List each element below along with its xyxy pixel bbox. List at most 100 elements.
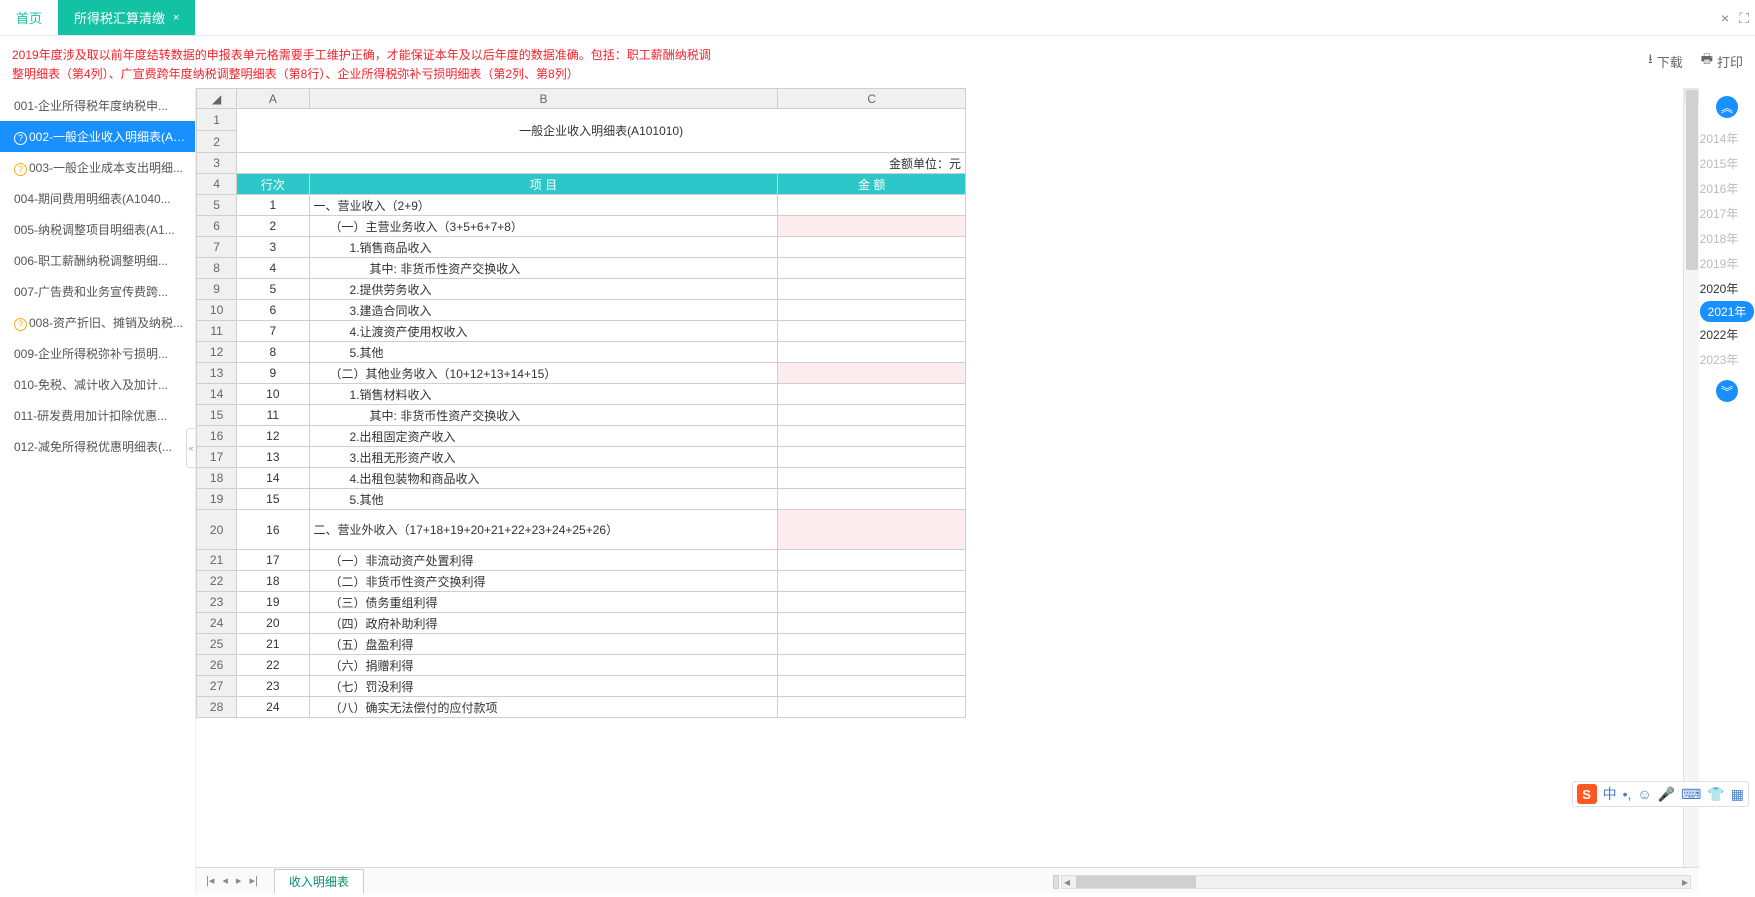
sheet-tab[interactable]: 收入明细表 — [274, 869, 364, 893]
cell-rownum[interactable]: 5 — [237, 279, 309, 300]
cell-rownum[interactable]: 21 — [237, 634, 309, 655]
year-item[interactable]: 2021年 — [1700, 301, 1755, 322]
cell-item[interactable]: （二）其他业务收入（10+12+13+14+15） — [309, 363, 778, 384]
col-head-A[interactable]: A — [237, 89, 309, 109]
cell-item[interactable]: 4.出租包装物和商品收入 — [309, 468, 778, 489]
cell-amount[interactable] — [778, 550, 966, 571]
row-head[interactable]: 26 — [197, 655, 237, 676]
cell-rownum[interactable]: 2 — [237, 216, 309, 237]
row-head[interactable]: 9 — [197, 279, 237, 300]
cell-amount[interactable] — [778, 592, 966, 613]
ime-icon-skin[interactable]: 👕 — [1707, 786, 1724, 803]
row-head[interactable]: 28 — [197, 697, 237, 718]
year-item[interactable]: 2018年 — [1700, 226, 1755, 251]
cell-amount[interactable] — [778, 279, 966, 300]
year-scroll-up-icon[interactable]: ︽ — [1716, 96, 1738, 118]
vertical-scrollbar[interactable]: ⤢ — [1683, 88, 1699, 867]
cell-amount[interactable] — [778, 342, 966, 363]
cell-item[interactable]: 一、营业收入（2+9） — [309, 195, 778, 216]
row-head[interactable]: 8 — [197, 258, 237, 279]
cell-rownum[interactable]: 8 — [237, 342, 309, 363]
nav-prev-icon[interactable]: ◂ — [218, 874, 232, 887]
col-head-B[interactable]: B — [309, 89, 778, 109]
cell-amount[interactable] — [778, 237, 966, 258]
nav-next-icon[interactable]: ▸ — [232, 874, 246, 887]
cell-rownum[interactable]: 10 — [237, 384, 309, 405]
cell-item[interactable]: （八）确实无法偿付的应付款项 — [309, 697, 778, 718]
tab-home[interactable]: 首页 — [0, 0, 58, 35]
sidebar-item[interactable]: 010-免税、减计收入及加计... — [0, 369, 195, 400]
year-item[interactable]: 2020年 — [1700, 276, 1755, 301]
cell-item[interactable]: 2.出租固定资产收入 — [309, 426, 778, 447]
cell-amount[interactable] — [778, 634, 966, 655]
cell-amount[interactable] — [778, 216, 966, 237]
cell-rownum[interactable]: 3 — [237, 237, 309, 258]
cell-item[interactable]: 其中: 非货币性资产交换收入 — [309, 405, 778, 426]
cell-rownum[interactable]: 23 — [237, 676, 309, 697]
cell-item[interactable]: （七）罚没利得 — [309, 676, 778, 697]
cell-rownum[interactable]: 11 — [237, 405, 309, 426]
close-icon[interactable]: × — [173, 12, 179, 24]
cell-item[interactable]: （三）债务重组利得 — [309, 592, 778, 613]
cell-item[interactable]: 2.提供劳务收入 — [309, 279, 778, 300]
sogou-ime-icon[interactable]: S — [1577, 784, 1597, 804]
cell-amount[interactable] — [778, 447, 966, 468]
cell-item[interactable]: 二、营业外收入（17+18+19+20+21+22+23+24+25+26） — [309, 510, 778, 550]
cell-rownum[interactable]: 15 — [237, 489, 309, 510]
row-head[interactable]: 22 — [197, 571, 237, 592]
cell-amount[interactable] — [778, 613, 966, 634]
cell-amount[interactable] — [778, 300, 966, 321]
ime-icon-mic[interactable]: 🎤 — [1658, 786, 1675, 803]
cell-item[interactable]: 5.其他 — [309, 489, 778, 510]
cell-item[interactable]: （五）盘盈利得 — [309, 634, 778, 655]
row-head[interactable]: 19 — [197, 489, 237, 510]
cell-item[interactable]: 1.销售商品收入 — [309, 237, 778, 258]
row-head[interactable]: 4 — [197, 174, 237, 195]
cell-rownum[interactable]: 17 — [237, 550, 309, 571]
year-scroll-down-icon[interactable]: ︾ — [1716, 380, 1738, 402]
row-head[interactable]: 12 — [197, 342, 237, 363]
cell-item[interactable]: 5.其他 — [309, 342, 778, 363]
row-head[interactable]: 24 — [197, 613, 237, 634]
ime-icon-1[interactable]: •, — [1623, 786, 1632, 802]
row-head[interactable]: 2 — [197, 131, 237, 153]
cell-item[interactable]: （二）非货币性资产交换利得 — [309, 571, 778, 592]
cell-rownum[interactable]: 22 — [237, 655, 309, 676]
row-head[interactable]: 16 — [197, 426, 237, 447]
sidebar-item[interactable]: 007-广告费和业务宣传费跨... — [0, 276, 195, 307]
ime-icon-keyboard[interactable]: ⌨ — [1681, 786, 1701, 803]
ime-icon-grid[interactable]: ▦ — [1731, 786, 1744, 803]
cell-amount[interactable] — [778, 258, 966, 279]
row-head[interactable]: 18 — [197, 468, 237, 489]
cell-item[interactable]: （一）主营业务收入（3+5+6+7+8） — [309, 216, 778, 237]
cell-amount[interactable] — [778, 655, 966, 676]
cell-rownum[interactable]: 1 — [237, 195, 309, 216]
cell-item[interactable]: 其中: 非货币性资产交换收入 — [309, 258, 778, 279]
tab-tax-settlement[interactable]: 所得税汇算清缴 × — [58, 0, 195, 35]
cell-rownum[interactable]: 18 — [237, 571, 309, 592]
cell-rownum[interactable]: 9 — [237, 363, 309, 384]
cell-rownum[interactable]: 19 — [237, 592, 309, 613]
row-head[interactable]: 13 — [197, 363, 237, 384]
sidebar-item[interactable]: 011-研发费用加计扣除优惠... — [0, 400, 195, 431]
nav-last-icon[interactable]: ▸| — [245, 874, 261, 887]
cell-rownum[interactable]: 16 — [237, 510, 309, 550]
cell-rownum[interactable]: 12 — [237, 426, 309, 447]
year-item[interactable]: 2023年 — [1700, 347, 1755, 372]
nav-first-icon[interactable]: |◂ — [202, 874, 218, 887]
cell-amount[interactable] — [778, 321, 966, 342]
cell-rownum[interactable]: 24 — [237, 697, 309, 718]
sidebar-item[interactable]: 009-企业所得税弥补亏损明... — [0, 338, 195, 369]
spreadsheet-scroll[interactable]: ◢ A B C 1 一般企业收入明细表(A101010) 2 3 金额单位：元 — [196, 88, 1699, 867]
year-item[interactable]: 2017年 — [1700, 201, 1755, 226]
download-button[interactable]: ⭳ 下载 — [1648, 50, 1683, 72]
row-head[interactable]: 11 — [197, 321, 237, 342]
cell-rownum[interactable]: 7 — [237, 321, 309, 342]
cell-rownum[interactable]: 4 — [237, 258, 309, 279]
cell-rownum[interactable]: 20 — [237, 613, 309, 634]
vertical-scroll-thumb[interactable] — [1686, 90, 1698, 270]
cell-item[interactable]: 1.销售材料收入 — [309, 384, 778, 405]
cell-item[interactable]: 3.出租无形资产收入 — [309, 447, 778, 468]
row-head[interactable]: 5 — [197, 195, 237, 216]
print-button[interactable]: 🖶 打印 — [1701, 50, 1743, 72]
